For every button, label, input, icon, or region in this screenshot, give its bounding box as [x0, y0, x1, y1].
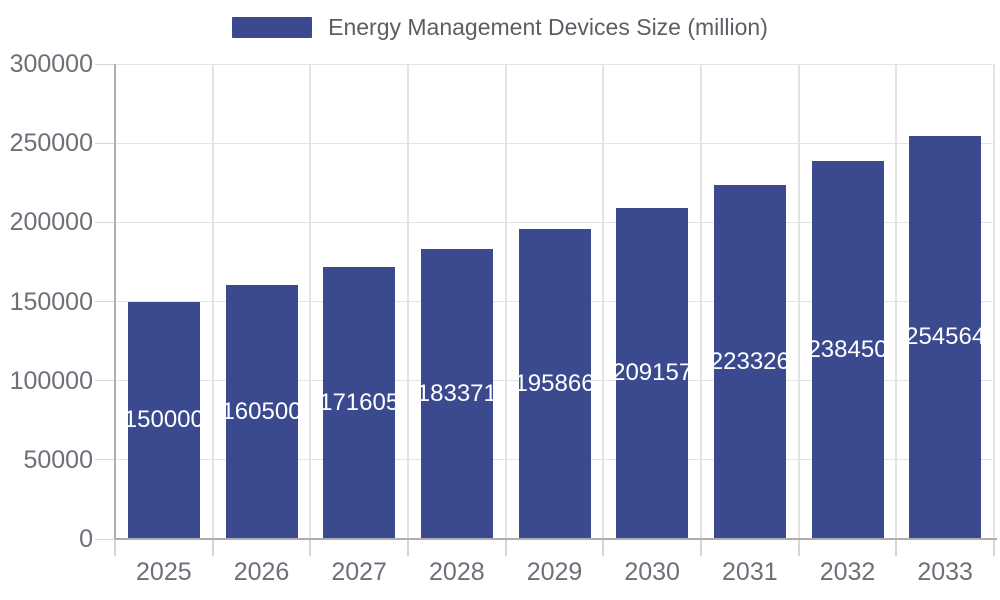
x-gridline: [797, 64, 800, 539]
legend-item[interactable]: Energy Management Devices Size (million): [232, 14, 768, 41]
bar[interactable]: 209157: [616, 207, 689, 539]
y-tick-label: 150000: [9, 287, 93, 316]
bar[interactable]: 238450: [811, 161, 884, 539]
bar-value-label: 160500: [225, 397, 298, 425]
y-axis-tick: [95, 301, 115, 302]
y-tick-label: 100000: [9, 366, 93, 395]
x-axis-tick: [895, 540, 898, 556]
y-tick-label: 0: [79, 525, 93, 553]
bar-value-label: 254564: [909, 323, 982, 351]
x-axis-tick: [309, 540, 312, 556]
y-gridline: [115, 63, 994, 65]
bar-value-label: 195866: [518, 369, 591, 397]
bar[interactable]: 183371: [420, 248, 493, 539]
y-gridline: [115, 221, 994, 223]
y-axis-tick: [95, 459, 115, 461]
bar[interactable]: 171605: [323, 267, 396, 539]
x-gridline: [211, 64, 214, 539]
x-axis-tick: [504, 540, 507, 556]
bar-value-label: 183371: [420, 379, 493, 407]
x-tick-label: 2028: [429, 558, 485, 586]
x-axis-tick: [993, 540, 995, 556]
y-axis-tick: [95, 380, 115, 382]
x-gridline: [602, 64, 605, 539]
bar-value-label: 171605: [323, 389, 396, 417]
x-axis-tick: [211, 540, 214, 556]
bar[interactable]: 160500: [225, 284, 298, 539]
y-tick-label: 50000: [23, 445, 93, 474]
x-gridline: [993, 64, 995, 539]
x-axis-tick: [797, 540, 800, 556]
y-axis-tick: [95, 142, 115, 144]
bar-value-label: 209157: [616, 359, 689, 387]
x-tick-label: 2032: [819, 558, 876, 586]
x-tick-label: 2027: [331, 558, 387, 586]
bar[interactable]: 223326: [713, 185, 786, 539]
plot-area: 150000 160500 171605 183371 195866 209157 2233…: [115, 63, 995, 539]
y-tick-label: 250000: [9, 129, 93, 158]
x-gridline: [407, 64, 409, 539]
y-axis-line: [114, 64, 116, 539]
x-axis-tick: [114, 540, 116, 556]
x-axis-tick: [700, 540, 702, 556]
x-tick-label: 2030: [624, 558, 680, 586]
bar-value-label: 223326: [713, 348, 786, 376]
x-tick-label: 2026: [233, 558, 290, 586]
legend-label: Energy Management Devices Size (million): [328, 14, 768, 40]
x-gridline: [895, 64, 898, 539]
x-tick-label: 2033: [917, 558, 973, 586]
x-axis-line: [115, 538, 997, 540]
x-axis-tick: [407, 540, 409, 556]
y-axis-tick: [95, 63, 115, 65]
x-tick-label: 2029: [526, 558, 583, 586]
y-axis-tick: [95, 221, 115, 223]
x-gridline: [700, 64, 702, 539]
y-gridline: [115, 142, 994, 144]
bar-value-label: 238450: [811, 336, 884, 364]
bar[interactable]: 254564: [909, 135, 982, 539]
x-gridline: [309, 64, 312, 539]
legend: Energy Management Devices Size (million): [0, 14, 1000, 41]
y-axis-tick: [95, 538, 115, 540]
bar-value-label: 150000: [127, 406, 200, 434]
x-axis-tick: [602, 540, 605, 556]
x-tick-label: 2031: [722, 558, 778, 586]
y-tick-label: 300000: [9, 50, 93, 78]
x-gridline: [504, 64, 507, 539]
legend-swatch-icon: [232, 17, 313, 38]
bar[interactable]: 150000: [127, 301, 200, 539]
y-tick-label: 200000: [9, 208, 93, 237]
bar[interactable]: 195866: [518, 228, 591, 539]
x-tick-label: 2025: [136, 558, 192, 586]
